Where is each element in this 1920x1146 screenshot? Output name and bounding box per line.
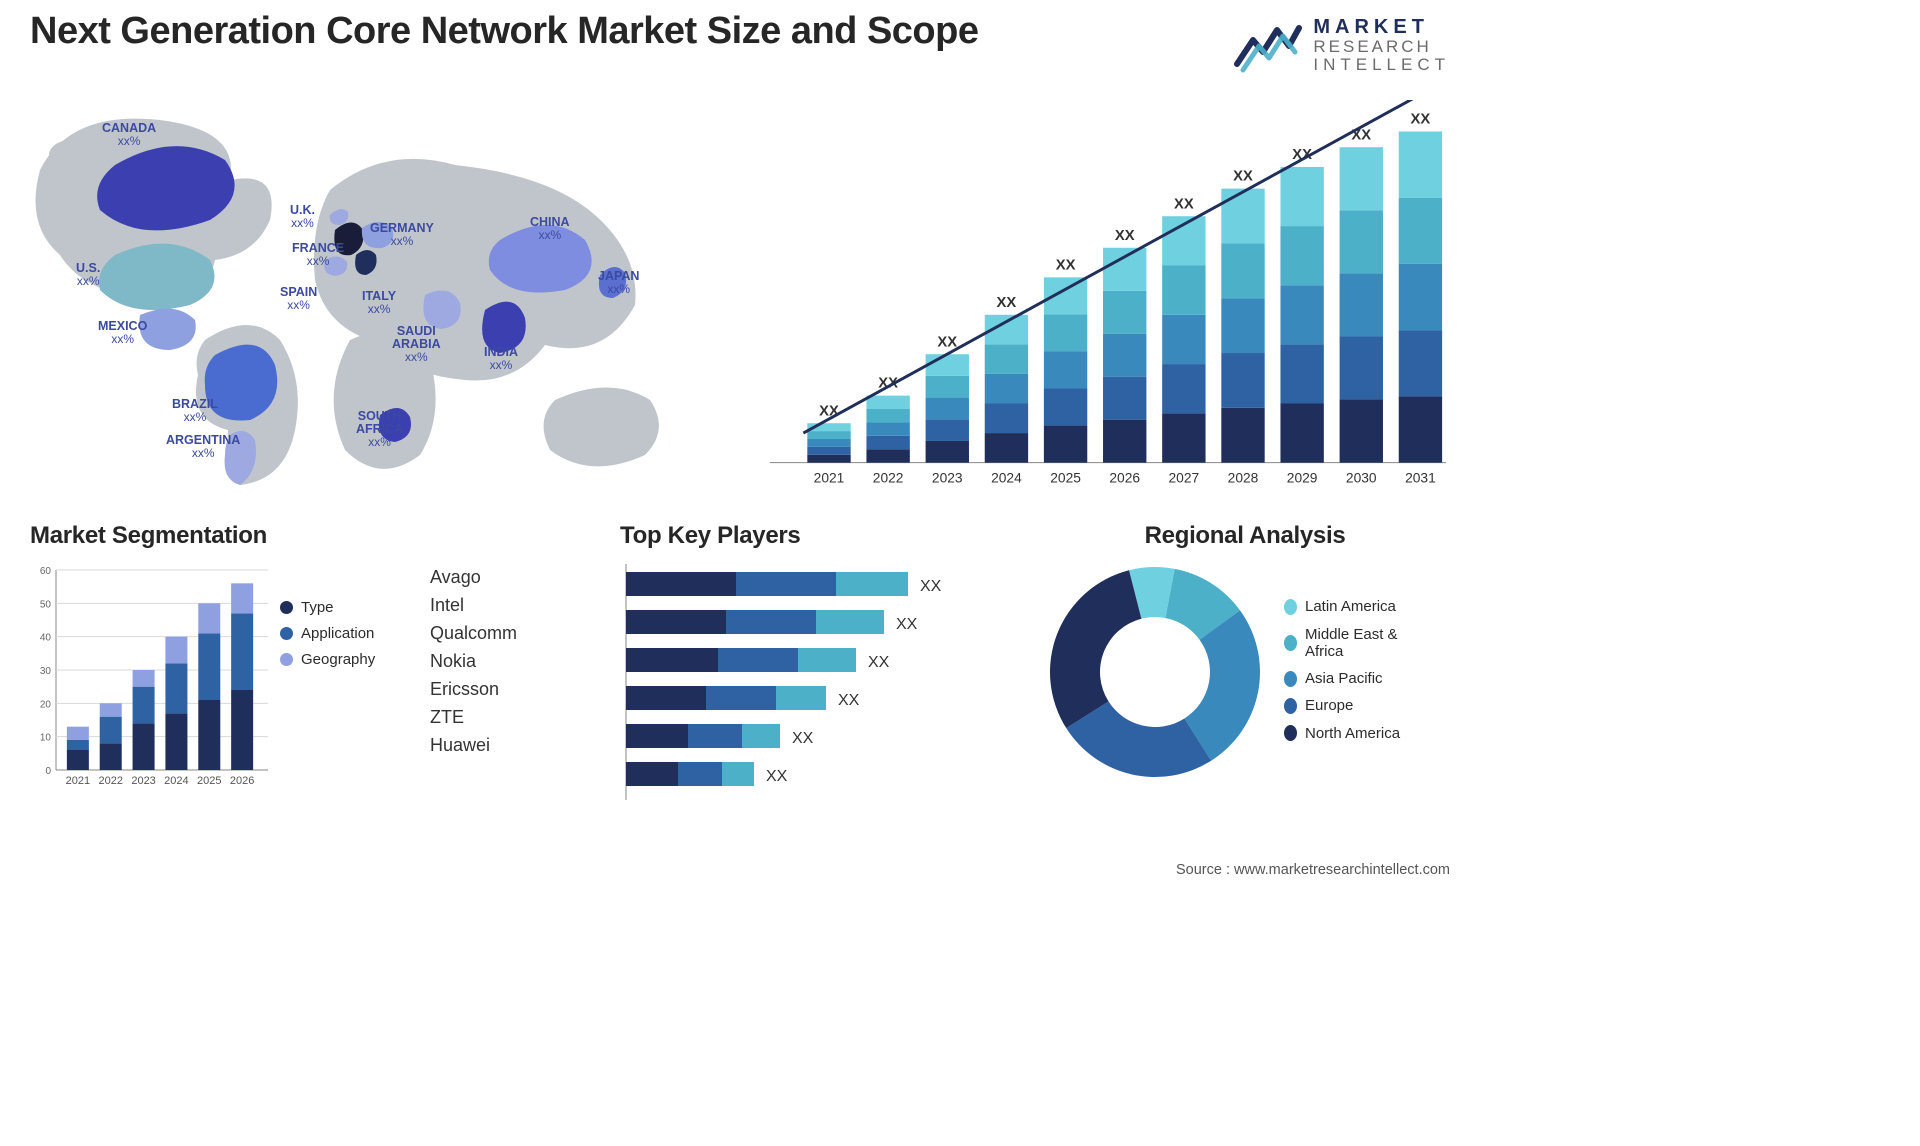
- svg-text:2024: 2024: [164, 775, 188, 787]
- regional-panel: Regional Analysis Latin America Middle Ea…: [1040, 522, 1450, 780]
- svg-text:XX: XX: [997, 295, 1017, 311]
- svg-text:2025: 2025: [197, 775, 221, 787]
- svg-text:10: 10: [40, 733, 52, 744]
- map-label: U.K.xx%: [290, 204, 315, 230]
- svg-text:50: 50: [40, 599, 52, 610]
- map-label: SPAINxx%: [280, 286, 317, 312]
- segmentation-legend: Type Application Geography: [280, 560, 375, 677]
- svg-text:2023: 2023: [932, 470, 963, 485]
- top-players-title: Top Key Players: [620, 522, 1020, 550]
- svg-text:2030: 2030: [1346, 470, 1377, 485]
- players-names-list: Avago Intel Qualcomm Nokia Ericsson ZTE Huawei: [430, 522, 600, 763]
- player-name: ZTE: [430, 707, 600, 728]
- region-legend-item: Middle East & Africa: [1284, 626, 1434, 661]
- svg-text:XX: XX: [819, 403, 839, 419]
- svg-text:2027: 2027: [1169, 470, 1200, 485]
- player-name: Ericsson: [430, 679, 600, 700]
- page-title: Next Generation Core Network Market Size…: [30, 10, 979, 53]
- map-label: JAPANxx%: [598, 270, 639, 296]
- logo-line1: MARKET: [1313, 17, 1450, 38]
- svg-text:XX: XX: [937, 334, 957, 350]
- region-legend-item: North America: [1284, 725, 1434, 742]
- top-players-chart-svg: XX XX XX XX XX XX: [620, 560, 1000, 805]
- svg-text:XX: XX: [766, 768, 788, 785]
- svg-text:2021: 2021: [66, 775, 90, 787]
- player-name: Huawei: [430, 735, 600, 756]
- map-label: U.S.xx%: [76, 262, 100, 288]
- map-label: ITALYxx%: [362, 290, 396, 316]
- svg-text:0: 0: [45, 766, 51, 777]
- svg-text:30: 30: [40, 666, 52, 677]
- player-name: Avago: [430, 567, 600, 588]
- map-label: GERMANYxx%: [370, 222, 434, 248]
- svg-text:XX: XX: [1056, 257, 1076, 273]
- svg-text:2024: 2024: [991, 470, 1022, 485]
- map-label: MEXICOxx%: [98, 320, 147, 346]
- regional-legend: Latin America Middle East & Africa Asia Pa…: [1284, 588, 1434, 752]
- legend-item: Type: [280, 599, 375, 616]
- player-name: Qualcomm: [430, 623, 600, 644]
- region-legend-item: Asia Pacific: [1284, 670, 1434, 687]
- regional-donut-svg: [1040, 560, 1270, 780]
- map-label: SOUTHAFRICAxx%: [356, 410, 403, 449]
- svg-text:2026: 2026: [1109, 470, 1140, 485]
- footer-source: Source : www.marketresearchintellect.com: [1176, 862, 1450, 878]
- map-label: FRANCExx%: [292, 242, 344, 268]
- logo-line3: INTELLECT: [1313, 56, 1450, 74]
- svg-text:XX: XX: [920, 578, 942, 595]
- top-players-panel: Top Key Players XX XX XX XX XX XX: [620, 522, 1020, 810]
- svg-text:2029: 2029: [1287, 470, 1318, 485]
- svg-text:XX: XX: [1174, 196, 1194, 212]
- map-label: ARGENTINAxx%: [166, 434, 240, 460]
- regional-title: Regional Analysis: [1040, 522, 1450, 550]
- svg-text:2022: 2022: [98, 775, 122, 787]
- logo-mark-icon: [1233, 16, 1303, 74]
- svg-text:2025: 2025: [1050, 470, 1081, 485]
- svg-text:XX: XX: [838, 692, 860, 709]
- logo-line2: RESEARCH: [1313, 38, 1450, 56]
- svg-text:2031: 2031: [1405, 470, 1436, 485]
- player-name: Nokia: [430, 651, 600, 672]
- growth-chart-svg: 2021 XX 2022 XX 2023 XX 2024 XX 2025 XX 2026 XX 2027…: [760, 100, 1450, 500]
- player-name: Intel: [430, 595, 600, 616]
- svg-text:XX: XX: [792, 730, 814, 747]
- svg-text:XX: XX: [868, 654, 890, 671]
- svg-text:XX: XX: [1115, 228, 1135, 244]
- svg-text:2028: 2028: [1228, 470, 1259, 485]
- svg-text:2021: 2021: [814, 470, 845, 485]
- legend-item: Geography: [280, 651, 375, 668]
- bottom-row: Market Segmentation 0 10 20 30 40 50 60 2021 202…: [30, 522, 1450, 810]
- map-label: CHINAxx%: [530, 216, 570, 242]
- svg-text:2023: 2023: [131, 775, 155, 787]
- map-label: INDIAxx%: [484, 346, 518, 372]
- svg-text:20: 20: [40, 699, 52, 710]
- svg-text:XX: XX: [1411, 112, 1431, 128]
- region-legend-item: Latin America: [1284, 598, 1434, 615]
- brand-logo: MARKET RESEARCH INTELLECT: [1233, 16, 1450, 74]
- growth-chart: 2021 XX 2022 XX 2023 XX 2024 XX 2025 XX 2026 XX 2027…: [760, 100, 1450, 500]
- segmentation-panel: Market Segmentation 0 10 20 30 40 50 60 2021 202…: [30, 522, 410, 790]
- svg-text:2022: 2022: [873, 470, 904, 485]
- svg-text:XX: XX: [896, 616, 918, 633]
- map-label: CANADAxx%: [102, 122, 156, 148]
- header: Next Generation Core Network Market Size…: [30, 10, 1450, 100]
- map-label: SAUDIARABIAxx%: [392, 325, 441, 364]
- svg-text:60: 60: [40, 566, 52, 577]
- svg-text:XX: XX: [1233, 169, 1253, 185]
- region-legend-item: Europe: [1284, 697, 1434, 714]
- legend-item: Application: [280, 625, 375, 642]
- svg-text:40: 40: [40, 633, 52, 644]
- top-row: CANADAxx% U.S.xx% MEXICOxx% BRAZILxx% ARGENT…: [30, 100, 1450, 500]
- segmentation-title: Market Segmentation: [30, 522, 410, 550]
- map-label: BRAZILxx%: [172, 398, 218, 424]
- svg-text:2026: 2026: [230, 775, 254, 787]
- world-map: CANADAxx% U.S.xx% MEXICOxx% BRAZILxx% ARGENT…: [30, 100, 730, 500]
- segmentation-chart-svg: 0 10 20 30 40 50 60 2021 2022 2023 2024 2025 2026: [30, 560, 270, 790]
